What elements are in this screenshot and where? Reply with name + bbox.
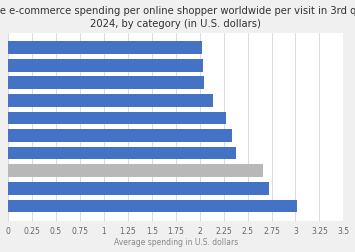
Bar [8,42,202,55]
Title: Average e-commerce spending per online shopper worldwide per visit in 3rd quarte: Average e-commerce spending per online s… [0,6,355,29]
Bar [8,147,236,160]
Bar [8,165,263,177]
Bar [8,77,204,90]
Bar [8,95,213,107]
Bar [8,60,203,72]
X-axis label: Average spending in U.S. dollars: Average spending in U.S. dollars [114,237,238,246]
Bar [8,112,225,125]
Bar [8,130,232,142]
Bar [8,200,297,212]
Bar [8,182,269,195]
